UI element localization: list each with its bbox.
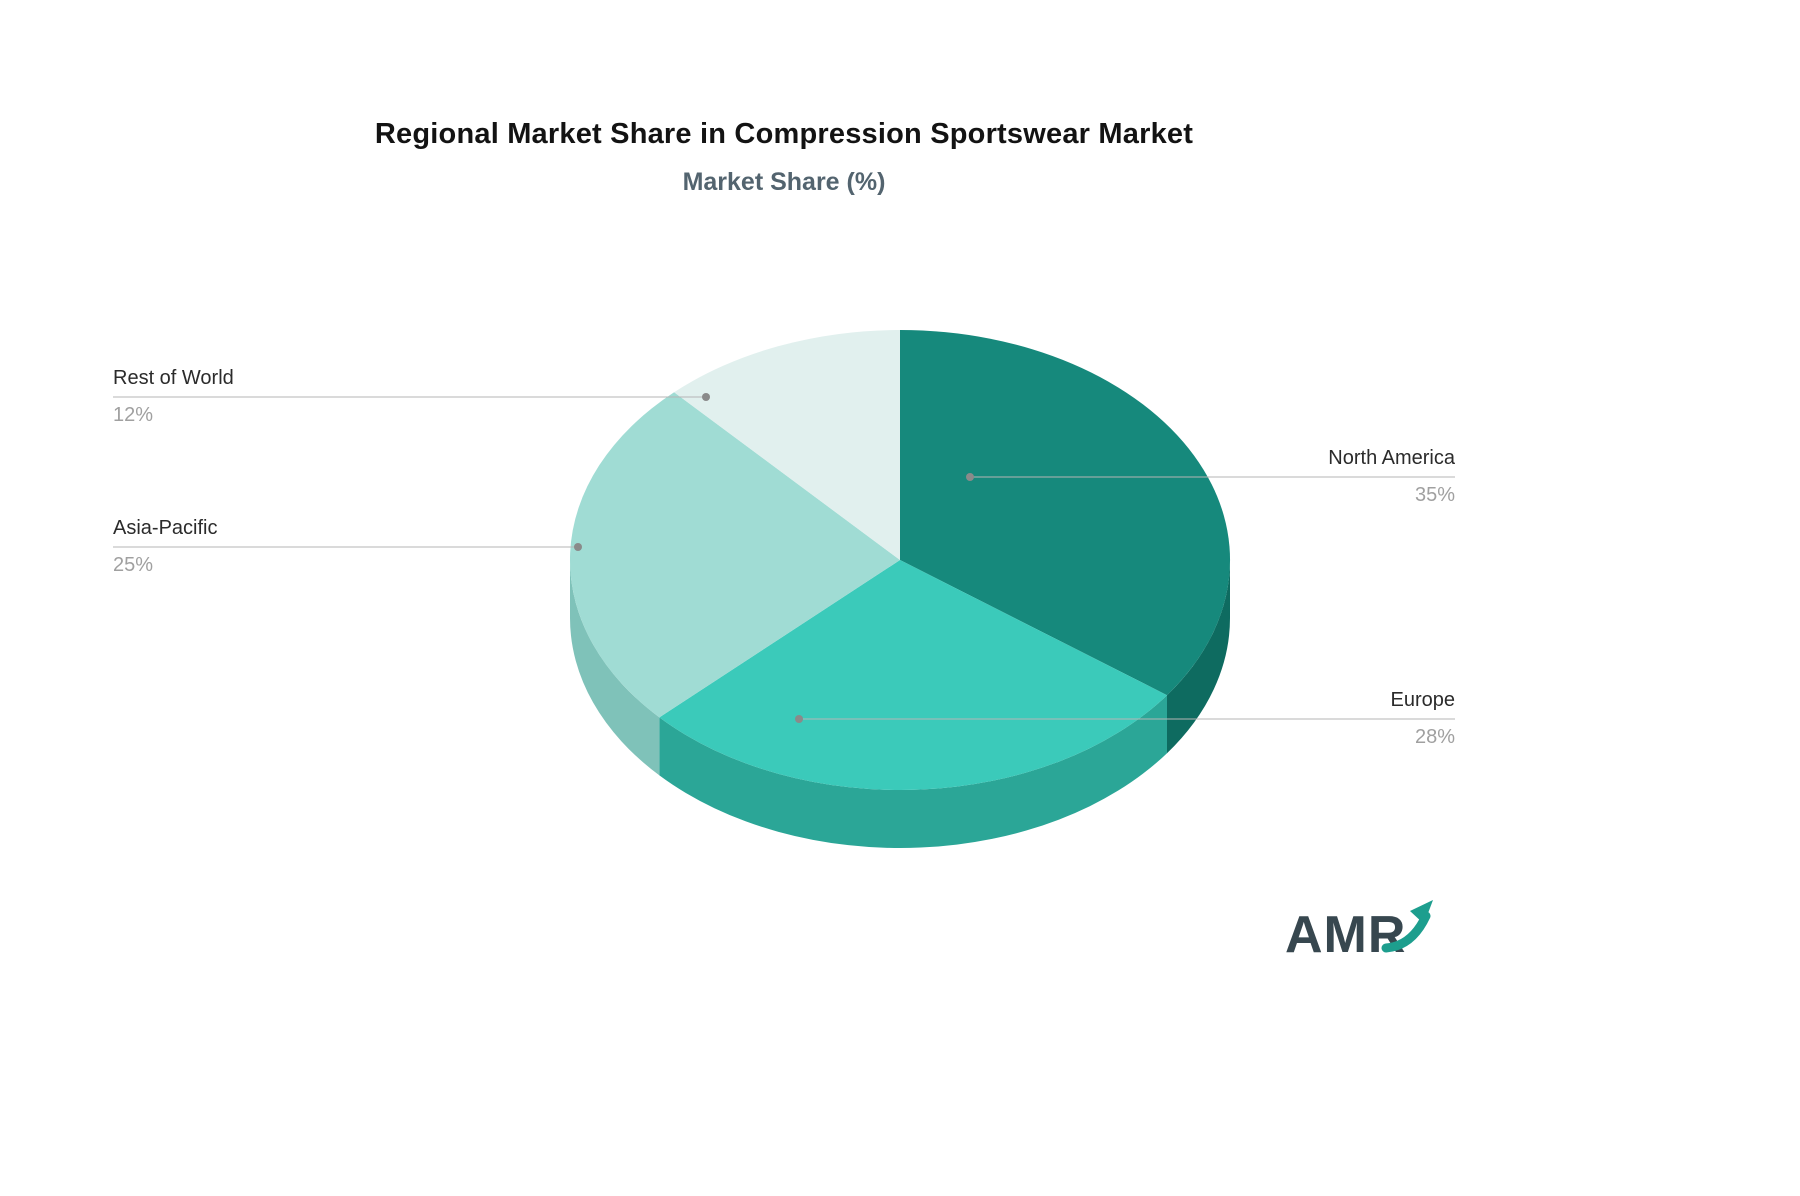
label-name: North America (1328, 447, 1455, 469)
label-europe: Europe 28% (1391, 688, 1456, 749)
label-north-america: North America 35% (1328, 446, 1455, 507)
leader-dot (702, 393, 710, 401)
label-rest-of-world: Rest of World 12% (113, 366, 234, 427)
leader-dot (795, 715, 803, 723)
logo-arrowhead-icon (1410, 900, 1433, 924)
chart-title: Regional Market Share in Compression Spo… (374, 118, 1194, 150)
pie-slice-rest-of-world[interactable] (674, 330, 900, 560)
chart-subtitle: Market Share (%) (682, 168, 886, 196)
title-block: Regional Market Share in Compression Spo… (0, 118, 1568, 197)
label-value: 12% (113, 404, 154, 426)
pie-slice-side-europe (659, 695, 1167, 849)
label-value: 25% (113, 554, 154, 576)
pie-slice-north-america[interactable] (900, 330, 1231, 696)
logo-text: AMR (1285, 906, 1406, 964)
label-name: Europe (1390, 689, 1456, 711)
leader-dot (966, 473, 974, 481)
label-asia-pacific: Asia-Pacific 25% (113, 516, 217, 577)
label-name: Asia-Pacific (113, 517, 218, 539)
pie-slice-side-asia-pacific (570, 560, 660, 776)
pie-slice-side-north-america (1167, 560, 1230, 754)
leader-dot (574, 543, 582, 551)
label-value: 35% (1414, 484, 1455, 506)
pie-slice-europe[interactable] (659, 560, 1167, 791)
label-value: 28% (1414, 726, 1455, 748)
label-name: Rest of World (113, 367, 234, 389)
pie-slice-asia-pacific[interactable] (569, 392, 900, 718)
